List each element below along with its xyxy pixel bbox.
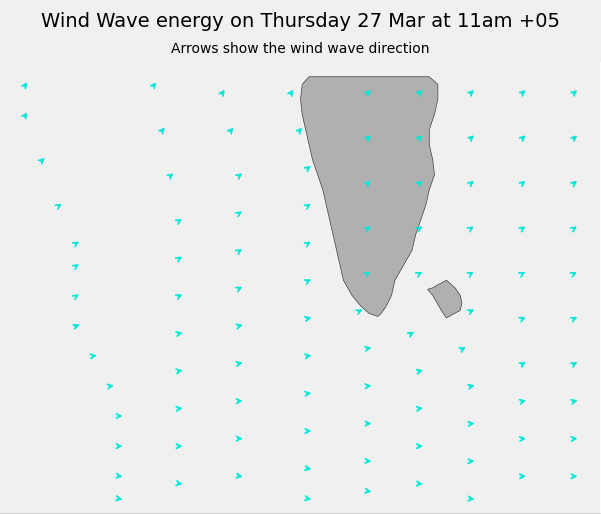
Polygon shape [427, 280, 462, 318]
Polygon shape [300, 77, 438, 317]
Text: Arrows show the wind wave direction: Arrows show the wind wave direction [171, 42, 430, 57]
Text: Wind Wave energy on Thursday 27 Mar at 11am +05: Wind Wave energy on Thursday 27 Mar at 1… [41, 12, 560, 31]
